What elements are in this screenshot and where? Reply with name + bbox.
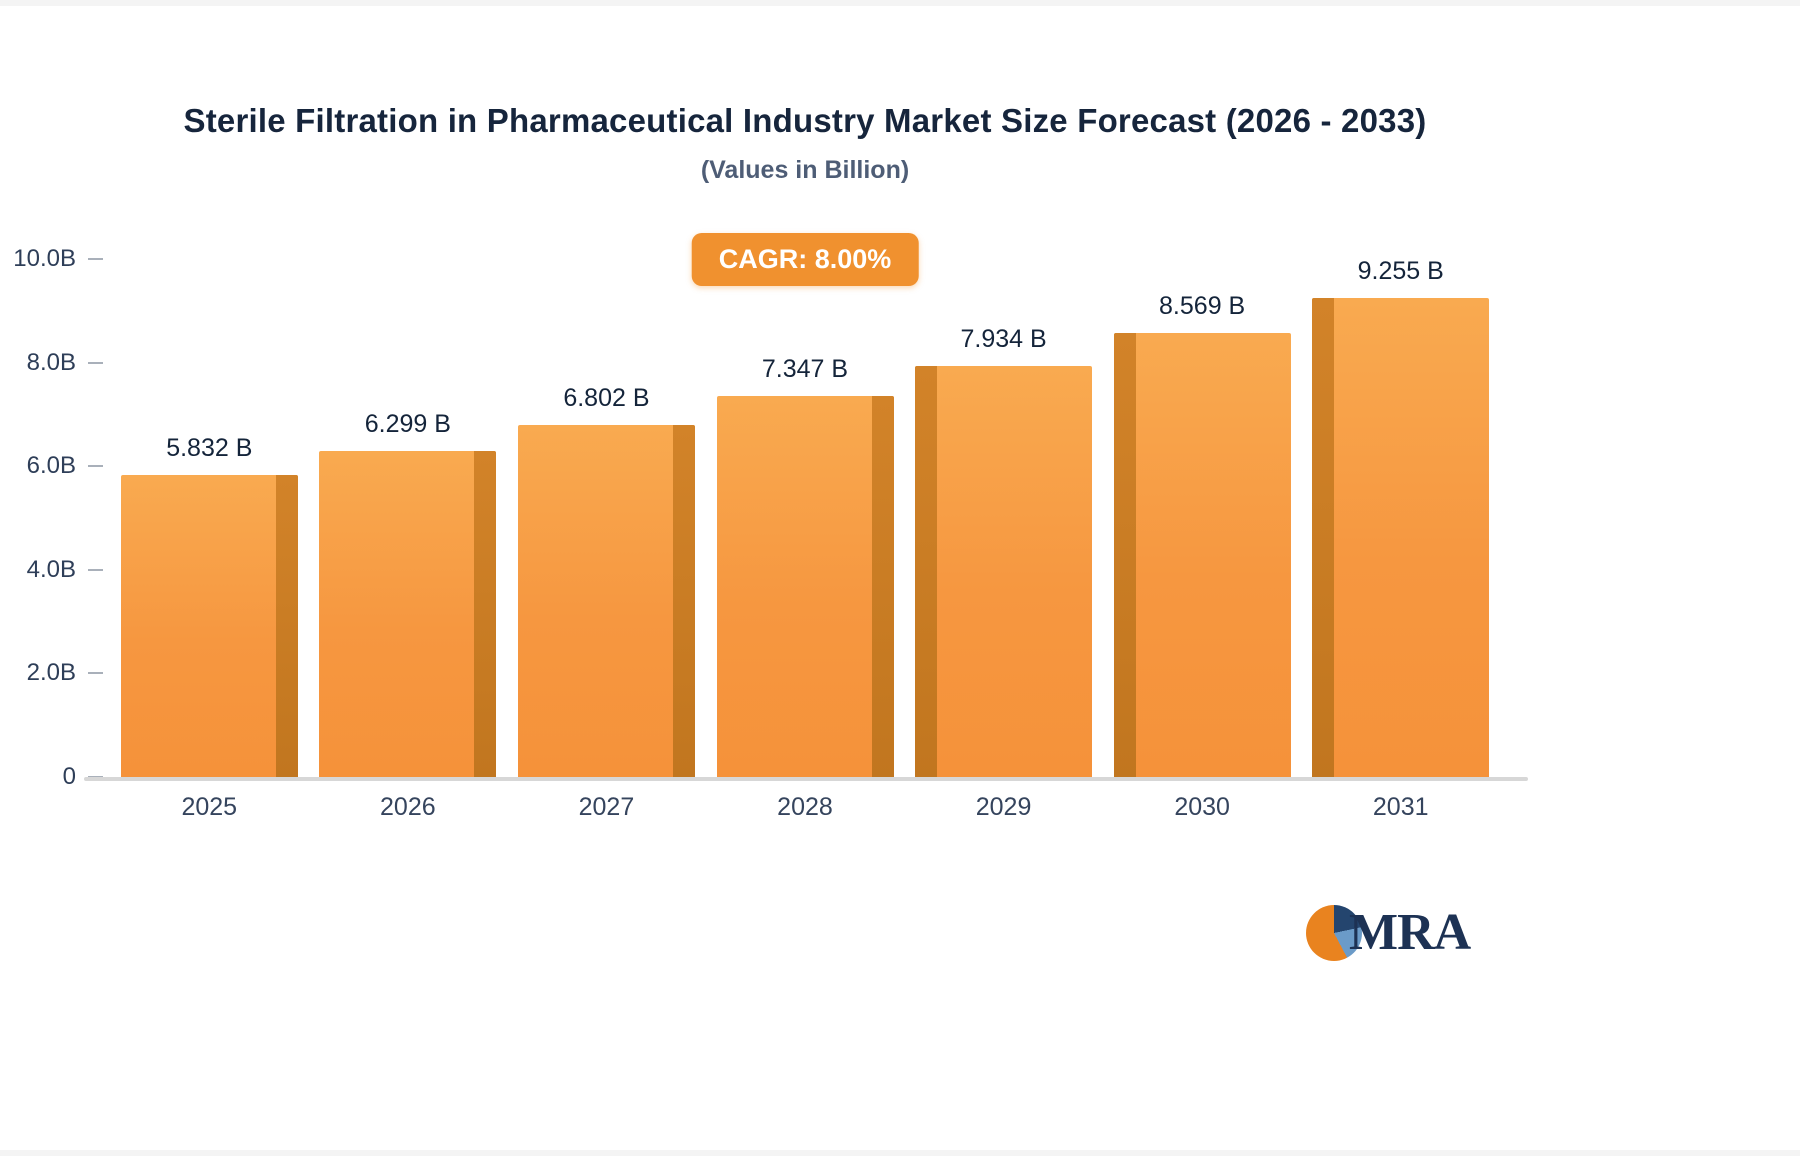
bar-value-label: 5.832 B (166, 433, 253, 462)
bar (1113, 333, 1291, 777)
x-axis-label: 2030 (1174, 793, 1230, 821)
x-axis-label: 2027 (578, 793, 635, 821)
bar (517, 424, 695, 778)
bar (120, 474, 298, 778)
page-title: Sterile Filtration in Pharmaceutical Ind… (183, 102, 1427, 139)
y-axis-tick (88, 361, 103, 364)
y-axis-tick (88, 258, 103, 260)
y-axis-tick (88, 465, 103, 468)
bar-value-label: 8.569 B (1159, 292, 1246, 321)
y-axis-label: 0 (62, 763, 76, 790)
y-axis-label: 8.0B (26, 348, 76, 376)
x-axis-label: 2029 (975, 793, 1032, 821)
y-axis-label: 10.0B (13, 245, 76, 272)
bar (716, 396, 894, 777)
cagr-badge: CAGR: 8.00% (691, 233, 919, 286)
logo-pie-icon (1306, 904, 1362, 961)
x-axis-label: 2026 (380, 793, 436, 821)
bar-value-label: 6.802 B (563, 383, 650, 412)
x-axis-line (84, 777, 1528, 781)
y-axis-label: 6.0B (26, 452, 76, 480)
y-axis-label: 4.0B (26, 555, 76, 583)
logo-text: MRA (1349, 904, 1471, 961)
bar (915, 366, 1093, 777)
bar (319, 450, 497, 778)
x-axis-label: 2028 (777, 793, 833, 821)
bar-value-label: 9.255 B (1357, 256, 1444, 285)
bar-value-label: 7.934 B (960, 325, 1047, 354)
y-axis-label: 2.0B (26, 659, 76, 687)
x-axis-label: 2031 (1372, 793, 1429, 821)
bar-value-label: 7.347 B (761, 355, 849, 384)
logo: MRA (1306, 903, 1471, 962)
bar (1312, 297, 1490, 778)
bar-value-label: 6.299 B (364, 409, 451, 438)
x-axis-label: 2025 (181, 793, 238, 821)
chart-subtitle: (Values in Billion) (700, 156, 910, 184)
y-axis-tick (88, 568, 103, 571)
y-axis-tick (88, 672, 103, 675)
